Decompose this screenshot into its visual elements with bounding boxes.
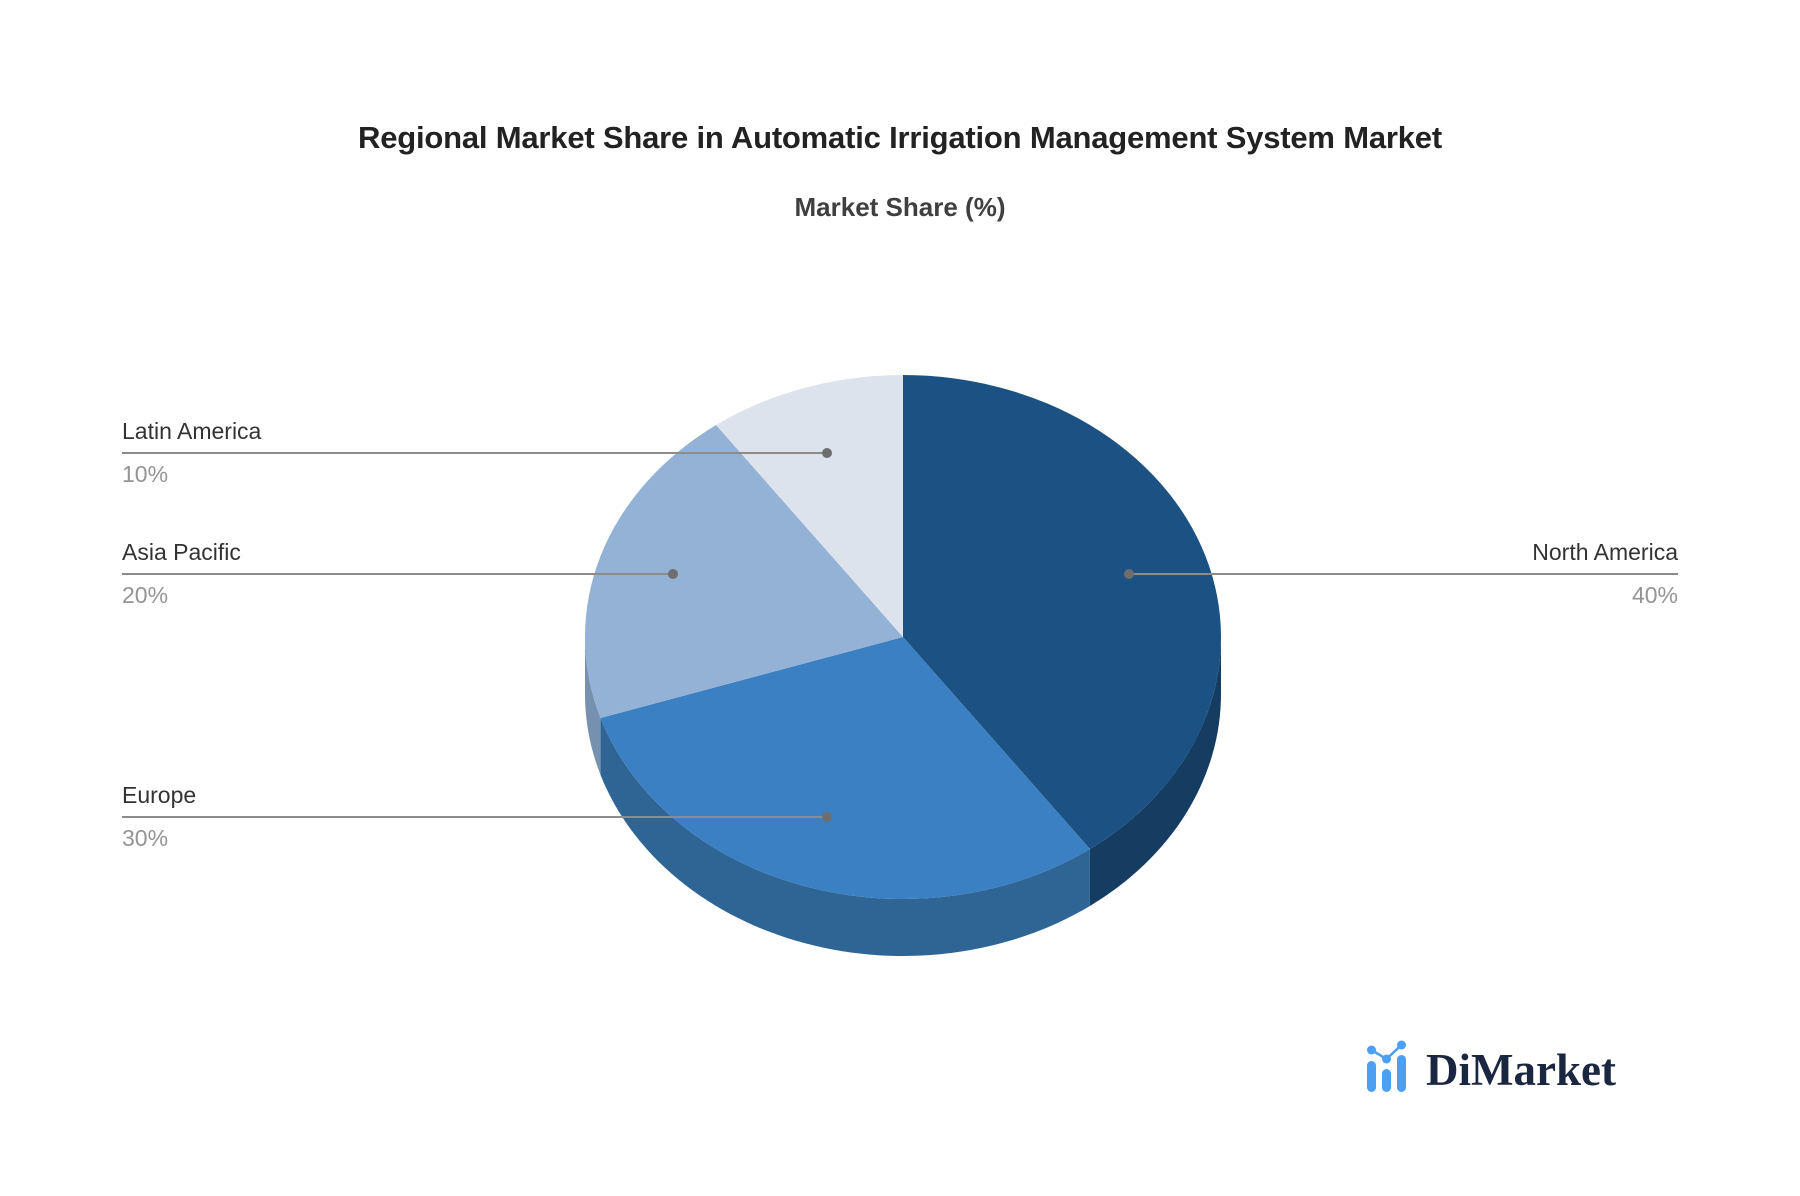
pie-slice-europe [600,637,1090,899]
callout-percent: 40% [1631,582,1678,608]
callout-europe: Europe 30% [122,780,832,851]
pie-slice-side-asia-pacific [585,637,601,775]
pie-slice-north-america [903,375,1221,849]
callout-dot-asia-pacific [668,569,678,579]
callout-percent: 10% [122,461,169,487]
pie-slice-side-north-america [1089,637,1221,906]
brand-name: DiMarket [1426,1045,1616,1095]
chart-title: Regional Market Share in Automatic Irrig… [358,120,1442,155]
callout-percent: 30% [122,825,169,851]
callout-percent: 20% [122,582,169,608]
callout-dot-europe [822,812,832,822]
callout-latin-america: Latin America 10% [122,416,832,487]
pie-slice-asia-pacific [584,425,903,718]
callout-dot-latin-america [822,448,832,458]
callout-dot-north-america [1124,569,1134,579]
brand-logo: DiMarket [1366,1038,1616,1094]
callout-label: North America [1532,539,1678,565]
pie-slice-side-europe [600,717,1090,956]
chart-subtitle: Market Share (%) [794,192,1006,222]
bar-line-chart-icon [1367,1040,1406,1092]
callout-label: Latin America [122,418,262,444]
callout-asia-pacific: Asia Pacific 20% [122,537,832,608]
callout-north-america: North America 40% [1118,537,1678,608]
callout-label: Asia Pacific [122,539,241,565]
callout-label: Europe [122,782,197,808]
pie-slice-latin-america [716,375,903,637]
